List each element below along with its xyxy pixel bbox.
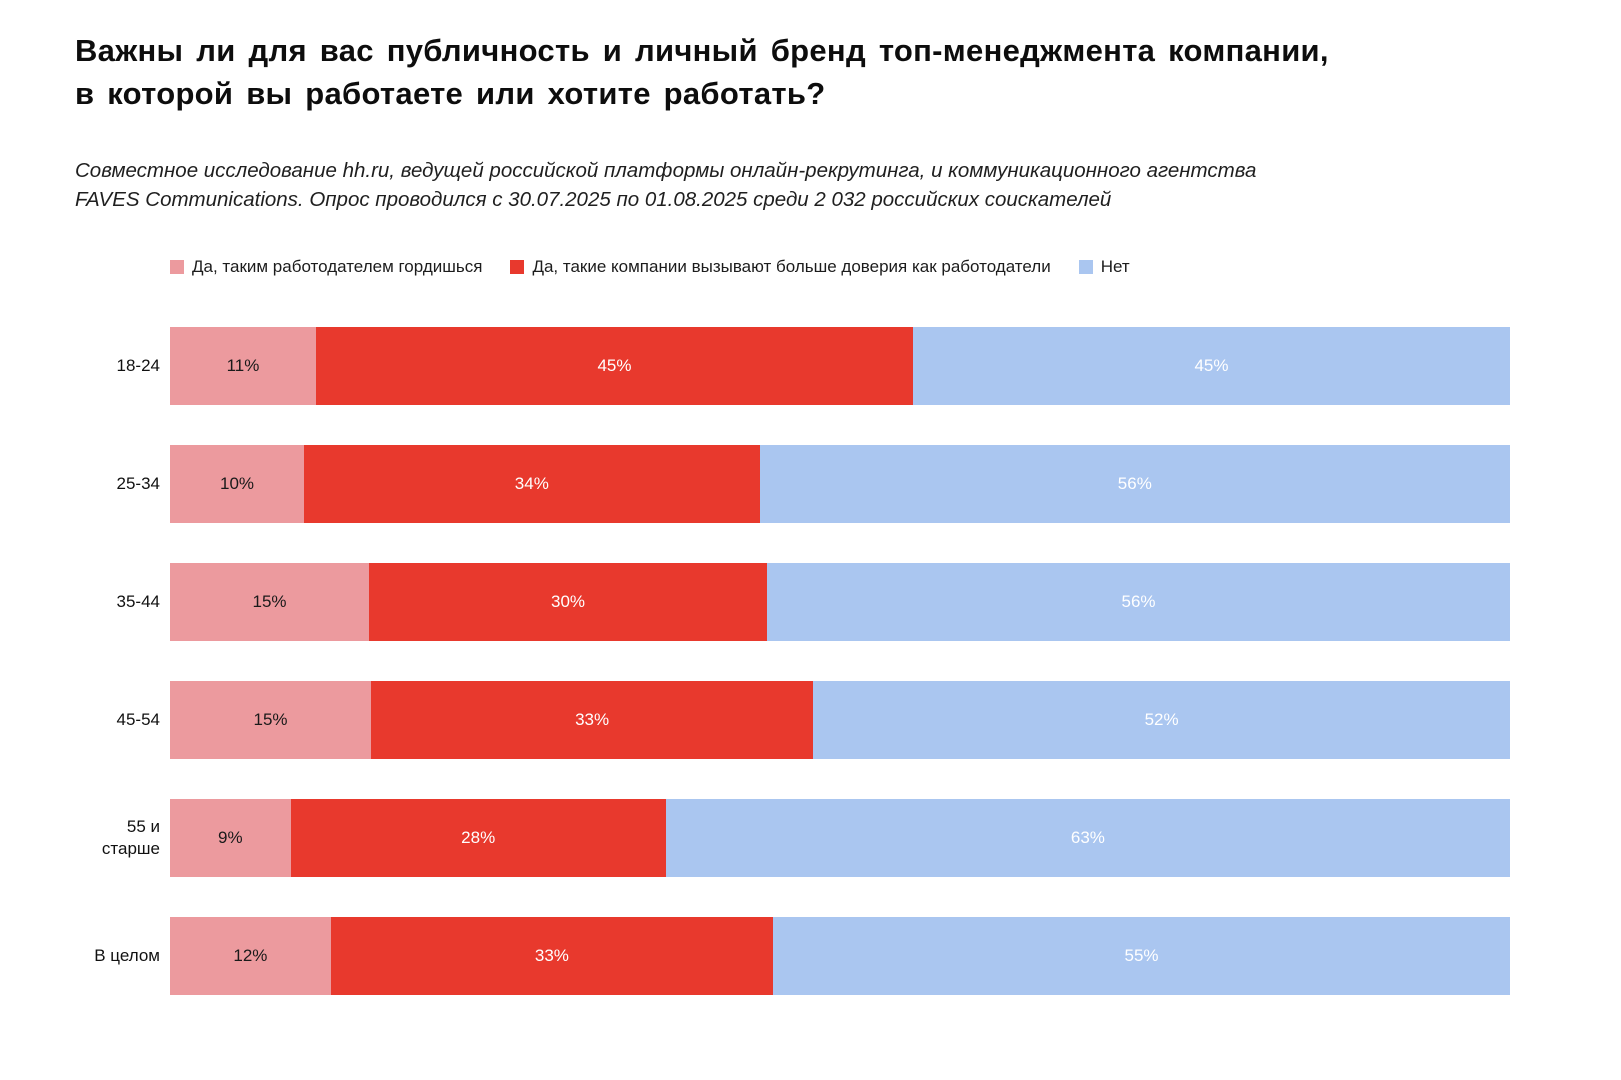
bar-segment: 11% [170,326,316,405]
legend-swatch-icon [510,259,525,274]
legend-label: Да, такие компании вызывают больше довер… [532,256,1051,276]
bar-segment: 9% [170,798,291,877]
bar-segment: 55% [773,916,1510,995]
stacked-bar: 11% 45% 45% [170,326,1510,405]
category-label: 55 и старше [75,799,160,877]
chart-legend: Да, таким работодателем гордишься Да, так… [170,257,1510,277]
subtitle-line-1: Совместное исследование hh.ru, ведущей р… [75,158,1257,182]
chart-row: 35-44 15% 30% 56% [75,562,1510,641]
bar-segment: 52% [813,680,1510,759]
category-label-text: В целом [94,945,160,965]
category-label: 25-34 [75,445,160,523]
stacked-bar: 12% 33% 55% [170,916,1510,995]
bar-segment: 56% [759,444,1510,523]
bar-segment: 10% [170,444,304,523]
bar-segment: 34% [304,444,760,523]
category-label-text: 25-34 [116,473,160,493]
bar-segment: 33% [330,916,773,995]
category-label-text: 35-44 [116,591,160,611]
category-label-text: 55 и старше [101,816,160,858]
bar-segment: 56% [767,562,1510,641]
legend-item: Нет [1078,256,1130,277]
bar-segment: 15% [170,562,370,641]
category-label: 35-44 [75,563,160,641]
chart-subtitle: Совместное исследование hh.ru, ведущей р… [75,156,1510,215]
legend-swatch-icon [170,259,184,274]
stacked-bar-chart: 18-24 11% 45% 45% 25-34 10% 34% 56% 35-44 15% 30% 5… [75,326,1510,995]
chart-row: 18-24 11% 45% 45% [75,326,1510,405]
bar-segment: 45% [315,326,913,405]
category-label-text: 45-54 [116,709,160,729]
subtitle-line-2: FAVES Communications. Опрос проводился с… [75,188,1112,212]
chart-row: В целом 12% 33% 55% [75,916,1510,995]
bar-segment: 12% [170,916,331,995]
legend-swatch-icon [1078,259,1093,274]
bar-segment: 63% [665,798,1510,877]
stacked-bar: 9% 28% 63% [170,798,1510,877]
page-title: Важны ли для вас публичность и личный бр… [75,30,1510,116]
bar-segment: 30% [369,562,768,641]
bar-segment: 28% [290,798,666,877]
legend-item: Да, таким работодателем гордишься [170,257,482,277]
category-label-text: 18-24 [116,355,160,375]
bar-segment: 15% [170,680,371,759]
category-label: 45-54 [75,681,160,759]
stacked-bar: 15% 30% 56% [170,562,1510,641]
chart-row: 25-34 10% 34% 56% [75,444,1510,523]
infographic-page: Важны ли для вас публичность и личный бр… [75,30,1510,995]
title-line-1: Важны ли для вас публичность и личный бр… [75,33,1329,68]
category-label: 18-24 [75,327,160,405]
title-line-2: в которой вы работаете или хотите работа… [75,75,826,111]
legend-label: Нет [1100,256,1130,276]
category-label: В целом [75,917,160,995]
chart-row: 45-54 15% 33% 52% [75,680,1510,759]
chart-row: 55 и старше 9% 28% 63% [75,798,1510,877]
stacked-bar: 15% 33% 52% [170,680,1510,759]
bar-segment: 45% [912,326,1510,405]
stacked-bar: 10% 34% 56% [170,444,1510,523]
bar-segment: 33% [371,680,814,759]
legend-label: Да, таким работодателем гордишься [192,256,483,276]
legend-item: Да, такие компании вызывают больше довер… [510,256,1051,277]
